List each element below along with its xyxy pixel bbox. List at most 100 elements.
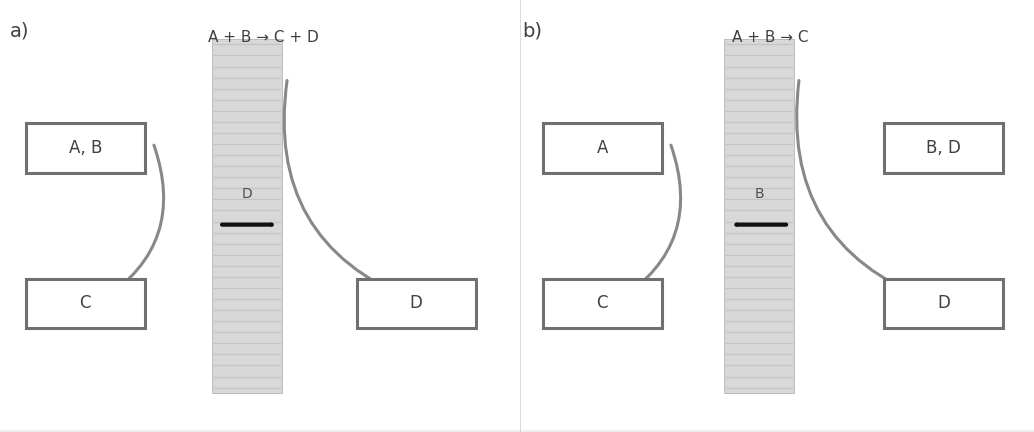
Bar xyxy=(0,430,1034,432)
Bar xyxy=(0,430,1034,432)
Bar xyxy=(0,431,1034,432)
Bar xyxy=(0,430,1034,432)
Bar xyxy=(0,429,1034,431)
Bar xyxy=(0,430,1034,432)
Bar xyxy=(0,429,1034,431)
Bar xyxy=(0,430,1034,432)
Bar xyxy=(0,430,1034,432)
Bar xyxy=(0,430,1034,432)
Bar xyxy=(0,429,1034,431)
Bar xyxy=(543,279,662,328)
Bar xyxy=(0,430,1034,432)
Bar xyxy=(0,430,1034,431)
Bar xyxy=(0,430,1034,431)
Bar xyxy=(0,429,1034,431)
Text: A: A xyxy=(597,139,608,157)
Bar xyxy=(0,430,1034,432)
Bar xyxy=(0,430,1034,432)
Bar xyxy=(0,430,1034,432)
Bar xyxy=(0,430,1034,431)
Bar xyxy=(0,431,1034,432)
Bar xyxy=(0,429,1034,431)
Bar xyxy=(0,430,1034,432)
Bar xyxy=(0,430,1034,431)
Text: C: C xyxy=(597,295,608,312)
Bar xyxy=(0,429,1034,431)
Bar xyxy=(0,430,1034,431)
Bar xyxy=(0,429,1034,431)
Bar xyxy=(0,429,1034,431)
Text: A + B → C: A + B → C xyxy=(732,30,809,45)
Bar xyxy=(0,430,1034,431)
Bar xyxy=(0,430,1034,432)
Bar xyxy=(0,429,1034,431)
Bar xyxy=(0,431,1034,432)
Bar xyxy=(0,429,1034,431)
Bar xyxy=(0,429,1034,431)
Bar xyxy=(0,429,1034,431)
Bar xyxy=(0,430,1034,431)
Bar xyxy=(0,429,1034,431)
Bar xyxy=(0,430,1034,432)
Bar xyxy=(0,430,1034,432)
Bar xyxy=(26,279,145,328)
Bar xyxy=(0,429,1034,431)
Bar xyxy=(0,429,1034,431)
Bar xyxy=(0,429,1034,431)
Bar xyxy=(0,429,1034,431)
Bar xyxy=(0,430,1034,432)
Bar xyxy=(0,430,1034,432)
FancyArrowPatch shape xyxy=(796,80,931,301)
Bar xyxy=(0,430,1034,432)
Bar xyxy=(0,430,1034,431)
Bar xyxy=(0,430,1034,432)
Bar xyxy=(0,431,1034,432)
Bar xyxy=(0,430,1034,432)
Bar xyxy=(0,430,1034,432)
Bar xyxy=(0,430,1034,432)
Bar xyxy=(0,429,1034,431)
Bar xyxy=(0,430,1034,431)
Bar xyxy=(0,430,1034,432)
Bar xyxy=(0,430,1034,432)
Bar xyxy=(0,430,1034,432)
Bar xyxy=(0,430,1034,431)
Bar xyxy=(0,430,1034,431)
Bar xyxy=(0,429,1034,431)
Bar xyxy=(0,429,1034,431)
Bar xyxy=(0,430,1034,431)
Bar xyxy=(0,430,1034,431)
Bar xyxy=(0,430,1034,432)
Bar xyxy=(0,430,1034,432)
Bar xyxy=(0,430,1034,432)
Bar xyxy=(0,430,1034,432)
Bar xyxy=(0,430,1034,432)
Bar xyxy=(0,430,1034,431)
Bar xyxy=(0,430,1034,432)
Bar xyxy=(0,431,1034,432)
Bar xyxy=(0,429,1034,431)
Bar xyxy=(0,430,1034,432)
Bar xyxy=(0,430,1034,431)
Bar xyxy=(0,430,1034,431)
Bar xyxy=(0,429,1034,431)
Bar xyxy=(0,429,1034,431)
Bar xyxy=(0,429,1034,431)
Bar xyxy=(0,429,1034,431)
Bar xyxy=(0,430,1034,432)
Bar xyxy=(0,431,1034,432)
Bar xyxy=(0,429,1034,431)
Bar xyxy=(0,429,1034,431)
Bar xyxy=(0,431,1034,432)
Bar xyxy=(0,430,1034,431)
Bar xyxy=(0,430,1034,431)
Bar xyxy=(0,430,1034,432)
Bar xyxy=(0,429,1034,431)
Bar xyxy=(0,429,1034,431)
Bar xyxy=(0,430,1034,431)
Bar xyxy=(0,429,1034,431)
Bar xyxy=(0,430,1034,432)
Bar xyxy=(0,430,1034,432)
Bar xyxy=(0,429,1034,431)
Bar xyxy=(0,429,1034,431)
